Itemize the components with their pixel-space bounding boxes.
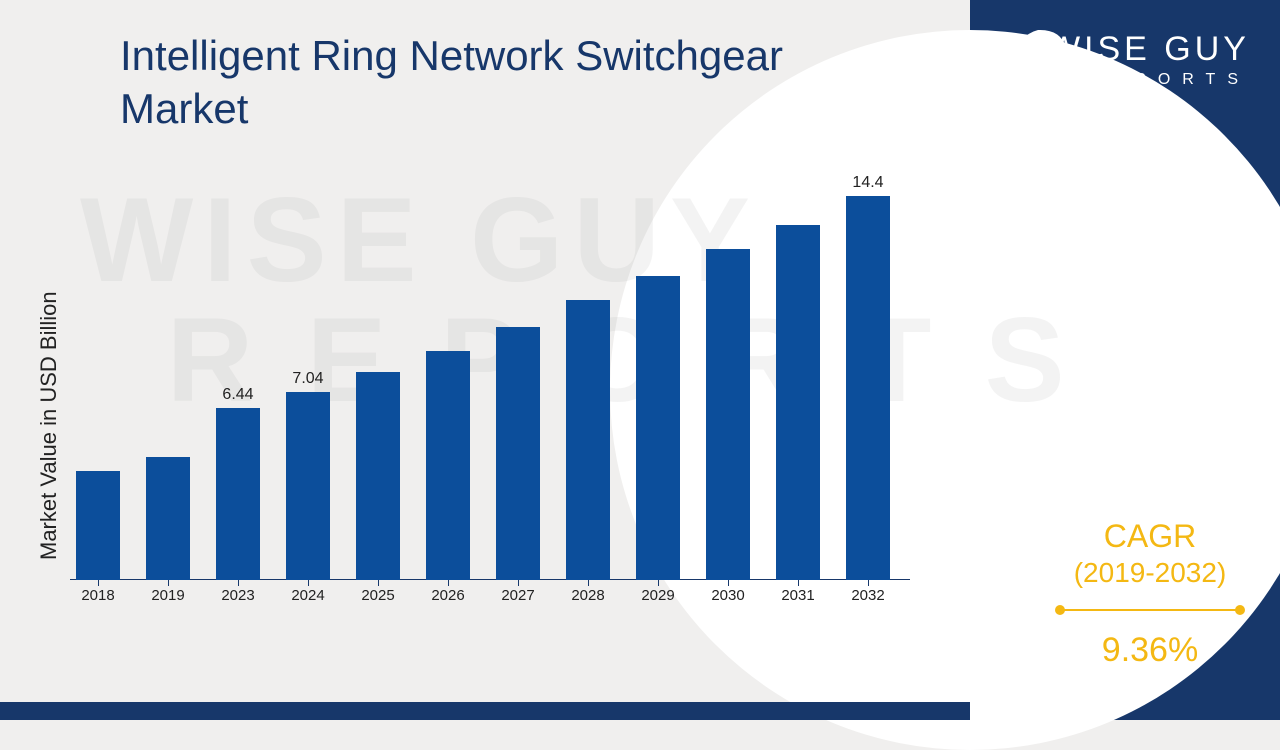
x-tick-mark <box>238 580 239 586</box>
cagr-divider <box>1060 609 1240 611</box>
logo-line-2: REPORTS <box>1048 71 1250 89</box>
x-tick-mark <box>168 580 169 586</box>
x-tick-label: 2023 <box>221 587 254 604</box>
chart-plot-area: 2018201920236.4420247.042025202620272028… <box>70 180 910 600</box>
y-axis-label: Market Value in USD Billion <box>36 291 62 560</box>
cagr-block: CAGR (2019-2032) 9.36% <box>1020 518 1280 670</box>
x-tick-label: 2031 <box>781 587 814 604</box>
x-tick-mark <box>308 580 309 586</box>
cagr-range: (2019-2032) <box>1020 557 1280 589</box>
x-tick-label: 2019 <box>151 587 184 604</box>
bar <box>706 249 750 580</box>
bar-value-label: 7.04 <box>292 370 323 388</box>
cagr-title: CAGR <box>1020 518 1280 555</box>
head-icon <box>1008 25 1078 105</box>
x-tick-mark <box>868 580 869 586</box>
chart-title: Intelligent Ring Network Switchgear Mark… <box>120 30 920 135</box>
x-tick-label: 2030 <box>711 587 744 604</box>
bar-value-label: 6.44 <box>222 386 253 404</box>
x-tick-mark <box>448 580 449 586</box>
bar <box>636 276 680 580</box>
bar-value-label: 14.4 <box>852 174 883 192</box>
x-tick-label: 2025 <box>361 587 394 604</box>
x-tick-mark <box>378 580 379 586</box>
x-tick-label: 2018 <box>81 587 114 604</box>
bar <box>356 372 400 580</box>
x-tick-label: 2026 <box>431 587 464 604</box>
bar <box>846 196 890 580</box>
x-tick-mark <box>518 580 519 586</box>
x-tick-label: 2024 <box>291 587 324 604</box>
bottom-accent-bar <box>0 702 970 720</box>
x-tick-mark <box>798 580 799 586</box>
bar <box>566 300 610 580</box>
cagr-value: 9.36% <box>1020 631 1280 670</box>
brand-logo: WISE GUY REPORTS <box>1048 30 1250 89</box>
bar <box>76 471 120 580</box>
bar <box>426 351 470 580</box>
bar <box>776 225 820 580</box>
logo-line-1: WISE GUY <box>1048 30 1250 69</box>
bar <box>216 408 260 580</box>
x-tick-label: 2029 <box>641 587 674 604</box>
bar <box>286 392 330 580</box>
x-tick-mark <box>98 580 99 586</box>
x-tick-label: 2032 <box>851 587 884 604</box>
x-tick-mark <box>728 580 729 586</box>
bar <box>496 327 540 580</box>
bar <box>146 457 190 580</box>
x-tick-label: 2028 <box>571 587 604 604</box>
x-tick-label: 2027 <box>501 587 534 604</box>
x-tick-mark <box>588 580 589 586</box>
x-tick-mark <box>658 580 659 586</box>
